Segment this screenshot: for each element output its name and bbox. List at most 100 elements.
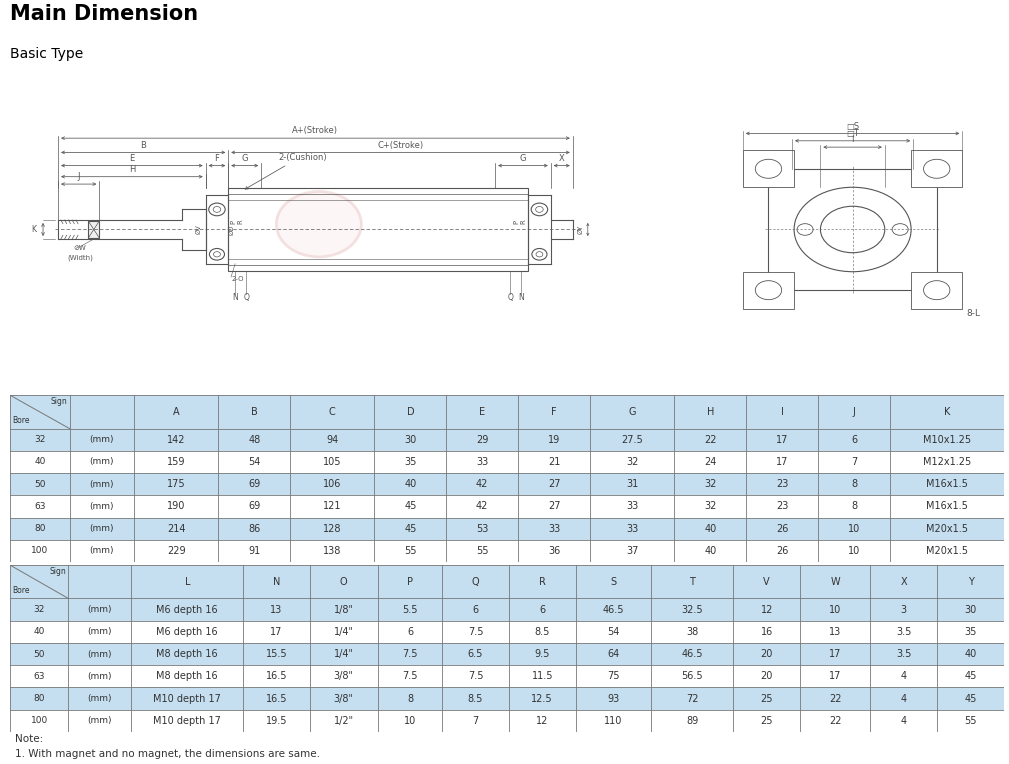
Text: ØY: ØY xyxy=(578,225,584,234)
Text: 9.5: 9.5 xyxy=(535,649,550,659)
Circle shape xyxy=(209,203,225,215)
Text: 40: 40 xyxy=(704,523,716,534)
Text: 26: 26 xyxy=(776,546,788,556)
Text: 35: 35 xyxy=(965,626,977,637)
Text: 100: 100 xyxy=(30,717,47,725)
Text: 40: 40 xyxy=(34,458,45,467)
Text: 16: 16 xyxy=(761,626,773,637)
Text: 75: 75 xyxy=(607,672,620,681)
Circle shape xyxy=(923,280,949,299)
Text: 69: 69 xyxy=(248,501,260,511)
Text: Sign: Sign xyxy=(50,397,68,406)
Text: N: N xyxy=(519,293,524,302)
Text: 80: 80 xyxy=(33,694,45,703)
Text: 89: 89 xyxy=(686,716,698,726)
Bar xyxy=(10,688,1004,710)
Text: 46.5: 46.5 xyxy=(681,649,703,659)
Text: 1/2": 1/2" xyxy=(334,716,354,726)
Bar xyxy=(743,272,794,309)
Text: 8: 8 xyxy=(851,501,857,511)
Text: 10: 10 xyxy=(848,523,860,534)
Text: 23: 23 xyxy=(776,479,788,489)
Text: 50: 50 xyxy=(33,649,45,659)
Text: Q: Q xyxy=(243,293,249,302)
Text: V: V xyxy=(764,577,770,587)
Text: 46.5: 46.5 xyxy=(602,604,624,614)
Text: 229: 229 xyxy=(166,546,186,556)
Circle shape xyxy=(210,248,225,260)
Text: N: N xyxy=(272,577,281,587)
Text: 17: 17 xyxy=(776,457,788,467)
Text: 32: 32 xyxy=(33,605,45,614)
Text: R: R xyxy=(237,219,243,224)
Text: Main Dimension: Main Dimension xyxy=(10,4,198,24)
Bar xyxy=(10,540,1004,562)
Text: 8.5: 8.5 xyxy=(535,626,550,637)
Text: 1/8": 1/8" xyxy=(334,604,354,614)
Text: M10 depth 17: M10 depth 17 xyxy=(153,694,221,704)
Text: 37: 37 xyxy=(626,546,639,556)
Text: ⊘W: ⊘W xyxy=(74,244,86,251)
Text: 27: 27 xyxy=(548,479,560,489)
Text: (mm): (mm) xyxy=(88,694,112,703)
Text: 63: 63 xyxy=(34,502,45,511)
Text: F: F xyxy=(551,407,557,417)
Text: 19.5: 19.5 xyxy=(265,716,288,726)
Text: 190: 190 xyxy=(166,501,186,511)
Circle shape xyxy=(756,159,782,178)
Text: 42: 42 xyxy=(476,501,488,511)
Text: E: E xyxy=(129,154,134,163)
Bar xyxy=(911,272,963,309)
Text: M16x1.5: M16x1.5 xyxy=(926,479,968,489)
Text: 40: 40 xyxy=(405,479,417,489)
Text: Q: Q xyxy=(508,293,514,302)
Text: 36: 36 xyxy=(548,546,560,556)
Bar xyxy=(10,620,1004,643)
Text: 10: 10 xyxy=(829,604,842,614)
Text: 32.5: 32.5 xyxy=(681,604,703,614)
Bar xyxy=(769,169,936,290)
Text: 2-(Cushion): 2-(Cushion) xyxy=(278,154,327,163)
Text: Bore: Bore xyxy=(12,416,29,426)
Text: 64: 64 xyxy=(607,649,620,659)
Text: 27.5: 27.5 xyxy=(622,435,643,445)
Text: 33: 33 xyxy=(626,501,639,511)
Text: M16x1.5: M16x1.5 xyxy=(926,501,968,511)
Text: □S: □S xyxy=(846,121,860,131)
Bar xyxy=(228,188,528,270)
Text: 45: 45 xyxy=(965,672,977,681)
Text: (mm): (mm) xyxy=(88,717,112,725)
Text: 8: 8 xyxy=(407,694,413,704)
Circle shape xyxy=(820,206,885,253)
Text: (mm): (mm) xyxy=(88,627,112,636)
Text: 38: 38 xyxy=(686,626,698,637)
Text: X: X xyxy=(559,154,565,163)
Bar xyxy=(10,495,1004,517)
Text: C: C xyxy=(329,407,336,417)
Text: 42: 42 xyxy=(476,479,488,489)
Circle shape xyxy=(532,248,547,260)
Text: 48: 48 xyxy=(248,435,260,445)
Text: J: J xyxy=(78,172,80,181)
Text: Sign: Sign xyxy=(49,567,67,576)
Text: 1/4": 1/4" xyxy=(334,649,354,659)
Text: 105: 105 xyxy=(323,457,341,467)
Text: 80: 80 xyxy=(34,524,45,533)
Text: 7: 7 xyxy=(472,716,478,726)
Circle shape xyxy=(892,224,908,235)
Text: 17: 17 xyxy=(270,626,283,637)
Text: M10 depth 17: M10 depth 17 xyxy=(153,716,221,726)
Text: Bore: Bore xyxy=(12,586,29,595)
Circle shape xyxy=(756,280,782,299)
Text: (mm): (mm) xyxy=(90,480,114,489)
Text: 45: 45 xyxy=(405,501,417,511)
Text: 55: 55 xyxy=(405,546,417,556)
Text: 6: 6 xyxy=(407,626,413,637)
Text: 6: 6 xyxy=(851,435,857,445)
Text: Q: Q xyxy=(471,577,479,587)
Text: 93: 93 xyxy=(607,694,620,704)
Text: 1. With magnet and no magnet, the dimensions are same.: 1. With magnet and no magnet, the dimens… xyxy=(15,749,320,759)
Text: M12x1.25: M12x1.25 xyxy=(923,457,971,467)
Circle shape xyxy=(797,224,813,235)
Text: A: A xyxy=(173,407,180,417)
